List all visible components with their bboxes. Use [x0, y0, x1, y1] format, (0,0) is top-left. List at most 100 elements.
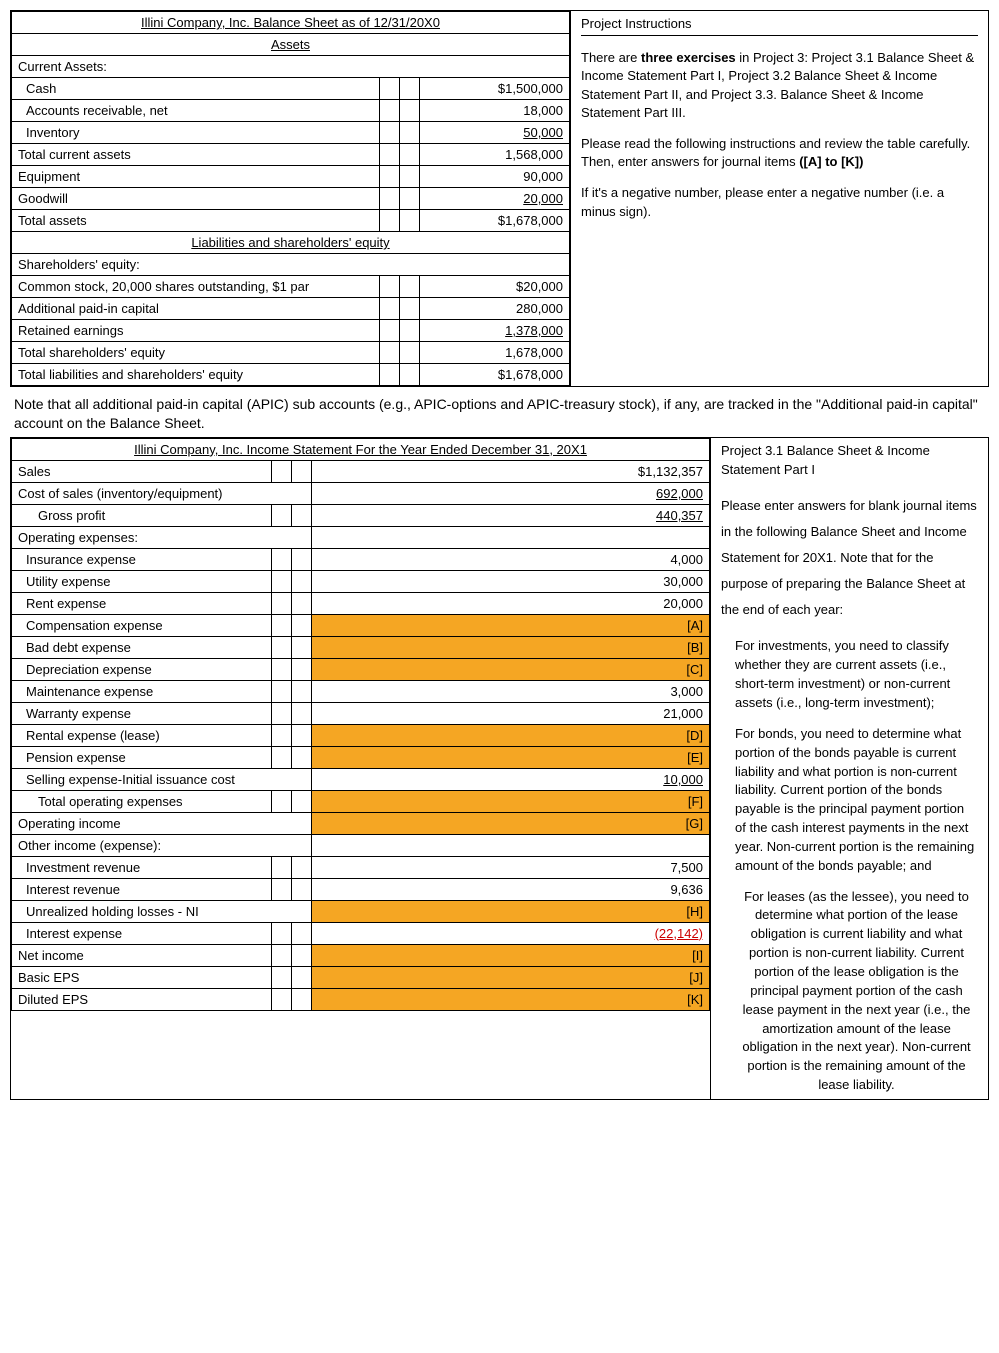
income-statement-table: Illini Company, Inc. Income Statement Fo… [11, 438, 710, 1011]
row-label: Basic EPS [12, 966, 272, 988]
table-row: Depreciation expense [C] [12, 658, 710, 680]
row-value: $1,678,000 [420, 364, 570, 386]
table-row: Sales$1,132,357 [12, 460, 710, 482]
row-label: Equipment [12, 166, 380, 188]
row-value: 20,000 [312, 592, 710, 614]
row-label: Diluted EPS [12, 988, 272, 1010]
row-value[interactable]: [B] [312, 636, 710, 658]
table-row: Total liabilities and shareholders' equi… [12, 364, 570, 386]
instructions-1-p3: If it's a negative number, please enter … [581, 184, 978, 220]
row-value[interactable]: [J] [312, 966, 710, 988]
bs-assets-header: Assets [12, 34, 570, 56]
table-row: Selling expense-Initial issuance cost10,… [12, 768, 710, 790]
row-value[interactable]: [I] [312, 944, 710, 966]
table-row: Diluted EPS [K] [12, 988, 710, 1010]
row-label: Inventory [12, 122, 380, 144]
table-row: Retained earnings1,378,000 [12, 320, 570, 342]
table-row: Common stock, 20,000 shares outstanding,… [12, 276, 570, 298]
bs-liab-header: Liabilities and shareholders' equity [12, 232, 570, 254]
top-section: Illini Company, Inc. Balance Sheet as of… [10, 10, 989, 387]
row-value: 7,500 [312, 856, 710, 878]
row-value[interactable]: [D] [312, 724, 710, 746]
row-value[interactable]: [A] [312, 614, 710, 636]
table-row: Maintenance expense 3,000 [12, 680, 710, 702]
row-value: $1,500,000 [420, 78, 570, 100]
row-value: 9,636 [312, 878, 710, 900]
table-row: Investment revenue 7,500 [12, 856, 710, 878]
row-value: $20,000 [420, 276, 570, 298]
row-value[interactable]: [K] [312, 988, 710, 1010]
row-label: Cash [12, 78, 380, 100]
instructions-panel-1: Project Instructions There are three exe… [571, 11, 988, 386]
row-label: Total operating expenses [12, 790, 272, 812]
instructions-2-b3: For leases (as the lessee), you need to … [721, 888, 978, 1095]
table-row: Unrealized holding losses - NI[H] [12, 900, 710, 922]
table-row: Total operating expenses [F] [12, 790, 710, 812]
income-statement-panel: Illini Company, Inc. Income Statement Fo… [11, 438, 711, 1099]
row-value: 1,678,000 [420, 342, 570, 364]
row-value [312, 834, 710, 856]
row-label: Rental expense (lease) [12, 724, 272, 746]
row-value: 1,568,000 [420, 144, 570, 166]
row-value: 4,000 [312, 548, 710, 570]
row-value: 50,000 [420, 122, 570, 144]
table-row: Rental expense (lease) [D] [12, 724, 710, 746]
table-row: Goodwill20,000 [12, 188, 570, 210]
row-label: Interest revenue [12, 878, 272, 900]
instructions-2-p1: Please enter answers for blank journal i… [721, 493, 978, 623]
note-text: Note that all additional paid-in capital… [14, 395, 985, 433]
row-value: 1,378,000 [420, 320, 570, 342]
row-label: Net income [12, 944, 272, 966]
table-row: Other income (expense): [12, 834, 710, 856]
row-label: Selling expense-Initial issuance cost [12, 768, 312, 790]
table-row: Operating income[G] [12, 812, 710, 834]
row-value[interactable]: [F] [312, 790, 710, 812]
table-row: Equipment90,000 [12, 166, 570, 188]
table-row: Cost of sales (inventory/equipment)692,0… [12, 482, 710, 504]
row-value: 3,000 [312, 680, 710, 702]
bs-se-label: Shareholders' equity: [12, 254, 570, 276]
instructions-panel-2: Project 3.1 Balance Sheet & Income State… [711, 438, 988, 1099]
row-value[interactable]: [G] [312, 812, 710, 834]
row-value[interactable]: [H] [312, 900, 710, 922]
row-label: Depreciation expense [12, 658, 272, 680]
row-label: Compensation expense [12, 614, 272, 636]
row-value: 280,000 [420, 298, 570, 320]
table-row: Inventory 50,000 [12, 122, 570, 144]
instructions-2-b1: For investments, you need to classify wh… [721, 637, 978, 712]
row-label: Maintenance expense [12, 680, 272, 702]
row-value[interactable]: [E] [312, 746, 710, 768]
instructions-1-title: Project Instructions [581, 15, 978, 36]
row-label: Warranty expense [12, 702, 272, 724]
row-label: Investment revenue [12, 856, 272, 878]
instructions-1-p2: Please read the following instructions a… [581, 135, 978, 171]
balance-sheet-table: Illini Company, Inc. Balance Sheet as of… [11, 11, 570, 386]
row-label: Operating income [12, 812, 312, 834]
instructions-1-p1: There are three exercises in Project 3: … [581, 49, 978, 122]
table-row: Rent expense 20,000 [12, 592, 710, 614]
row-label: Total shareholders' equity [12, 342, 380, 364]
table-row: Utility expense30,000 [12, 570, 710, 592]
row-label: Unrealized holding losses - NI [12, 900, 312, 922]
row-value: $1,678,000 [420, 210, 570, 232]
row-value: $1,132,357 [312, 460, 710, 482]
row-label: Cost of sales (inventory/equipment) [12, 482, 312, 504]
table-row: Basic EPS [J] [12, 966, 710, 988]
balance-sheet-panel: Illini Company, Inc. Balance Sheet as of… [11, 11, 571, 386]
row-label: Pension expense [12, 746, 272, 768]
bs-current-assets-label: Current Assets: [12, 56, 570, 78]
row-label: Total current assets [12, 144, 380, 166]
row-value [312, 526, 710, 548]
row-label: Operating expenses: [12, 526, 312, 548]
table-row: Accounts receivable, net18,000 [12, 100, 570, 122]
bottom-section: Illini Company, Inc. Income Statement Fo… [10, 437, 989, 1100]
row-value: (22,142) [312, 922, 710, 944]
table-row: Total current assets 1,568,000 [12, 144, 570, 166]
row-label: Total assets [12, 210, 380, 232]
row-label: Insurance expense [12, 548, 272, 570]
row-label: Common stock, 20,000 shares outstanding,… [12, 276, 380, 298]
table-row: Cash $1,500,000 [12, 78, 570, 100]
row-label: Rent expense [12, 592, 272, 614]
instructions-2-title: Project 3.1 Balance Sheet & Income State… [721, 442, 978, 480]
row-value[interactable]: [C] [312, 658, 710, 680]
